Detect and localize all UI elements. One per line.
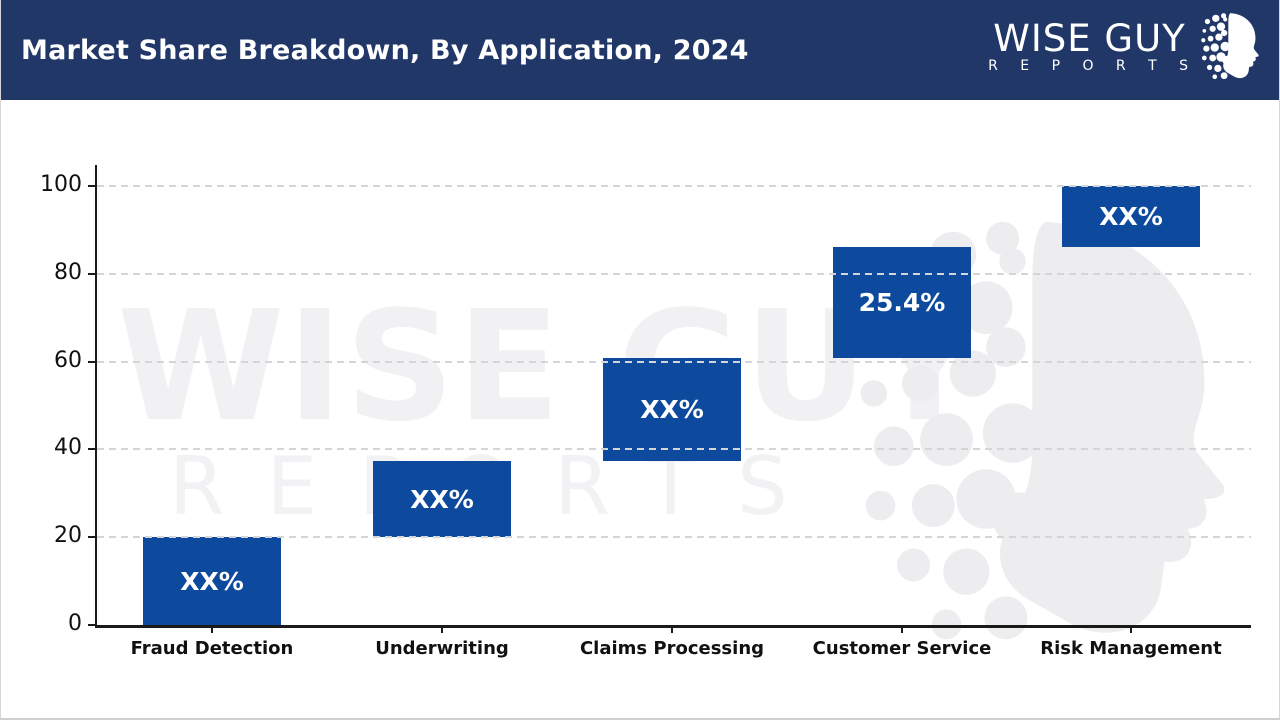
bar-customer-service: 25.4%: [833, 246, 971, 359]
gridline-100: [97, 185, 1251, 187]
y-tick-80: [88, 272, 97, 275]
gridline-60: [97, 360, 1251, 363]
y-tick-label-20: 20: [54, 523, 82, 549]
y-tick-40: [88, 448, 97, 451]
y-tick-100: [88, 185, 97, 187]
bar-value-label: XX%: [180, 566, 244, 596]
y-tick-label-80: 80: [54, 259, 82, 285]
bar-claims-processing: XX%: [603, 358, 741, 461]
y-tick-60: [88, 360, 97, 363]
brand-head-icon: [1201, 13, 1259, 80]
y-axis-line: [95, 165, 97, 628]
x-tick-underwriting: [441, 625, 443, 633]
x-tick-label-underwriting: Underwriting: [375, 638, 509, 659]
chart-title: Market Share Breakdown, By Application, …: [21, 34, 749, 66]
x-tick-label-risk-management: Risk Management: [1040, 638, 1222, 659]
y-tick-20: [88, 536, 97, 539]
brand-name: WISE GUY: [993, 16, 1186, 60]
y-tick-label-0: 0: [68, 611, 82, 636]
bar-value-label: XX%: [640, 394, 704, 424]
header-bar: Market Share Breakdown, By Application, …: [1, 0, 1279, 100]
y-tick-label-100: 100: [40, 172, 82, 197]
brand-logo-text: WISE GUY R E P O R T S: [982, 20, 1197, 74]
x-tick-label-fraud-detection: Fraud Detection: [130, 638, 294, 659]
brand-subtitle: R E P O R T S: [988, 57, 1197, 74]
x-tick-label-claims-processing: Claims Processing: [579, 638, 765, 659]
x-axis-line: [95, 625, 1251, 628]
bar-value-label: 25.4%: [858, 287, 946, 317]
x-tick-label-customer-service: Customer Service: [812, 638, 992, 659]
y-tick-0: [88, 624, 97, 626]
bar-fraud-detection: XX%: [143, 537, 281, 625]
y-tick-label-40: 40: [54, 435, 82, 461]
x-tick-fraud-detection: [211, 625, 213, 633]
brand-logo: WISE GUY R E P O R T S: [982, 10, 1267, 83]
bar-value-label: XX%: [410, 484, 474, 514]
bar-underwriting: XX%: [373, 460, 511, 538]
y-tick-label-60: 60: [54, 347, 82, 373]
gridline-40: [97, 448, 1251, 451]
bar-risk-management: XX%: [1062, 186, 1200, 247]
x-tick-claims-processing: [671, 625, 673, 633]
gridline-20: [97, 536, 1251, 539]
bar-value-label: XX%: [1099, 201, 1163, 231]
gridline-80: [97, 272, 1251, 275]
